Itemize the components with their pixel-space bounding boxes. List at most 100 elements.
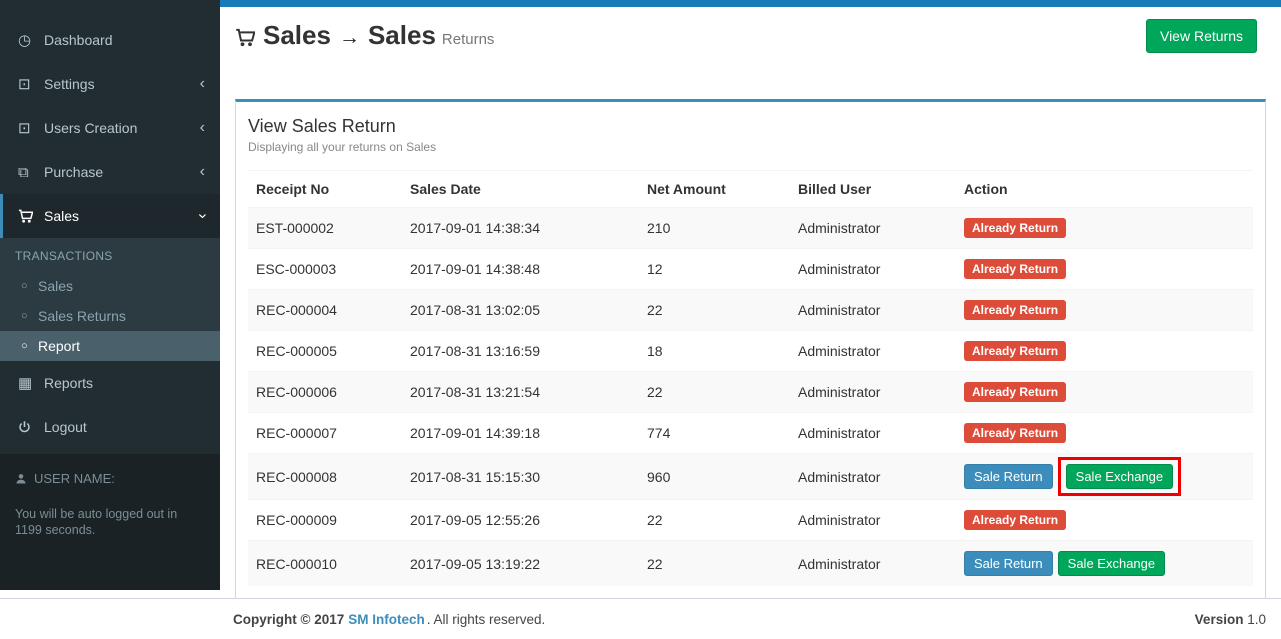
breadcrumb-sales: Sales bbox=[263, 20, 331, 50]
sales-date-cell: 2017-08-31 13:21:54 bbox=[402, 371, 639, 413]
table-row: REC-000004 2017-08-31 13:02:05 22 Administr… bbox=[248, 289, 1253, 331]
sales-date-cell: 2017-08-31 13:16:59 bbox=[402, 330, 639, 372]
sidebar-item-label: Logout bbox=[44, 419, 87, 435]
chevron-left-icon: ‹ bbox=[199, 75, 205, 92]
user-icon bbox=[15, 473, 27, 485]
already-return-badge: Already Return bbox=[964, 259, 1067, 279]
receipt-no-cell: REC-000010 bbox=[248, 540, 402, 586]
sidebar-item-label: Purchase bbox=[44, 164, 104, 180]
net-amount-cell: 22 bbox=[639, 499, 790, 541]
sidebar-item-label: Sales bbox=[44, 208, 80, 224]
billed-user-cell: Administrator bbox=[790, 289, 956, 331]
user-name-label: USER NAME: bbox=[34, 471, 115, 486]
net-amount-cell: 12 bbox=[639, 248, 790, 290]
receipt-no-cell: REC-000006 bbox=[248, 371, 402, 413]
user-info-block: USER NAME: You will be auto logged out i… bbox=[0, 454, 220, 590]
net-amount-cell: 960 bbox=[639, 453, 790, 500]
table-row: REC-000008 2017-08-31 15:15:30 960 Administ… bbox=[248, 453, 1253, 500]
version-number: 1.0 bbox=[1247, 611, 1266, 627]
sales-date-cell: 2017-09-05 12:55:26 bbox=[402, 499, 639, 541]
action-cell: Already Return bbox=[956, 499, 1253, 541]
net-amount-cell: 18 bbox=[639, 330, 790, 372]
auto-logout-notice: You will be auto logged out in 1199 seco… bbox=[15, 507, 178, 537]
already-return-badge: Already Return bbox=[964, 423, 1067, 443]
receipt-no-cell: REC-000007 bbox=[248, 412, 402, 454]
cart-icon bbox=[18, 209, 44, 224]
billed-user-cell: Administrator bbox=[790, 248, 956, 290]
copy-icon: ⧉ bbox=[18, 163, 29, 181]
already-return-badge: Already Return bbox=[964, 300, 1067, 320]
already-return-badge: Already Return bbox=[964, 341, 1067, 361]
sales-date-cell: 2017-09-01 14:38:34 bbox=[402, 207, 639, 249]
page-title: Sales → Sales Returns bbox=[235, 20, 1266, 51]
sidebar-subitem-sales[interactable]: ○ Sales bbox=[0, 271, 220, 301]
column-header-billed-user: Billed User bbox=[790, 170, 956, 208]
chevron-down-icon: ‹ bbox=[193, 213, 211, 219]
sale-return-button[interactable]: Sale Return bbox=[964, 551, 1053, 576]
content-header: Sales → Sales Returns View Returns bbox=[220, 7, 1281, 53]
sales-date-cell: 2017-08-31 15:15:30 bbox=[402, 453, 639, 500]
action-cell: Sale Return Sale Exchange bbox=[956, 540, 1253, 586]
sale-exchange-button[interactable]: Sale Exchange bbox=[1065, 464, 1174, 489]
version-text: Version 1.0 bbox=[1195, 612, 1266, 627]
sales-table-body: EST-000002 2017-09-01 14:38:34 210 Administ… bbox=[248, 207, 1253, 586]
action-cell: Already Return bbox=[956, 371, 1253, 413]
chevron-left-icon: ‹ bbox=[199, 163, 205, 180]
footer: Copyright © 2017 SM Infotech . All right… bbox=[0, 598, 1281, 639]
main-content: Sales → Sales Returns View Returns View … bbox=[220, 0, 1281, 607]
net-amount-cell: 774 bbox=[639, 412, 790, 454]
receipt-no-cell: REC-000009 bbox=[248, 499, 402, 541]
action-cell: Already Return bbox=[956, 289, 1253, 331]
action-cell: Already Return bbox=[956, 330, 1253, 372]
sidebar-item-purchase[interactable]: ⧉ Purchase ‹ bbox=[0, 150, 220, 194]
action-cell: Already Return bbox=[956, 412, 1253, 454]
already-return-badge: Already Return bbox=[964, 510, 1067, 530]
sales-date-cell: 2017-09-01 14:38:48 bbox=[402, 248, 639, 290]
table-row: REC-000005 2017-08-31 13:16:59 18 Administr… bbox=[248, 330, 1253, 372]
sidebar-item-dashboard[interactable]: ◷ Dashboard bbox=[0, 18, 220, 62]
table-row: ESC-000003 2017-09-01 14:38:48 12 Administr… bbox=[248, 248, 1253, 290]
sale-return-button[interactable]: Sale Return bbox=[964, 464, 1053, 489]
breadcrumb-returns: Returns bbox=[441, 31, 495, 48]
net-amount-cell: 22 bbox=[639, 289, 790, 331]
cart-icon bbox=[235, 28, 255, 48]
panel-title: View Sales Return bbox=[248, 116, 396, 136]
sidebar-subitem-report[interactable]: ○ Report bbox=[0, 331, 220, 361]
receipt-no-cell: REC-000005 bbox=[248, 330, 402, 372]
sidebar: ◷ Dashboard ⊡ Settings ‹ ⊡ Users Creatio… bbox=[0, 0, 220, 590]
already-return-badge: Already Return bbox=[964, 382, 1067, 402]
sidebar-subitem-sales-returns[interactable]: ○ Sales Returns bbox=[0, 301, 220, 331]
sidebar-item-sales[interactable]: Sales ‹ bbox=[0, 194, 220, 238]
company-link[interactable]: SM Infotech bbox=[348, 611, 425, 627]
chevron-left-icon: ‹ bbox=[199, 119, 205, 136]
sidebar-subitem-label: Sales bbox=[38, 278, 74, 294]
sales-returns-table: Receipt No Sales Date Net Amount Billed … bbox=[248, 170, 1253, 586]
highlight-box: Sale Exchange bbox=[1057, 457, 1182, 496]
billed-user-cell: Administrator bbox=[790, 371, 956, 413]
billed-user-cell: Administrator bbox=[790, 207, 956, 249]
receipt-no-cell: EST-000002 bbox=[248, 207, 402, 249]
dashboard-icon: ◷ bbox=[18, 32, 32, 49]
top-accent-bar bbox=[220, 0, 1281, 7]
sidebar-item-settings[interactable]: ⊡ Settings ‹ bbox=[0, 62, 220, 106]
sidebar-item-reports[interactable]: ▦ Reports bbox=[0, 361, 220, 405]
net-amount-cell: 22 bbox=[639, 371, 790, 413]
panel-subtitle: Displaying all your returns on Sales bbox=[248, 140, 437, 154]
column-header-net-amount: Net Amount bbox=[639, 170, 790, 208]
receipt-no-cell: ESC-000003 bbox=[248, 248, 402, 290]
display-icon: ⊡ bbox=[18, 76, 31, 93]
sidebar-item-logout[interactable]: Logout bbox=[0, 405, 220, 449]
copyright-text: Copyright © 2017 bbox=[233, 611, 345, 627]
sales-date-cell: 2017-09-05 13:19:22 bbox=[402, 540, 639, 586]
sale-exchange-button[interactable]: Sale Exchange bbox=[1057, 551, 1166, 576]
table-row: REC-000010 2017-09-05 13:19:22 22 Administr… bbox=[248, 540, 1253, 586]
billed-user-cell: Administrator bbox=[790, 453, 956, 500]
sales-return-panel: View Sales Return Displaying all your re… bbox=[235, 99, 1266, 607]
sidebar-item-label: Settings bbox=[44, 76, 95, 92]
version-label: Version bbox=[1194, 611, 1244, 627]
sidebar-item-users-creation[interactable]: ⊡ Users Creation ‹ bbox=[0, 106, 220, 150]
view-returns-button[interactable]: View Returns bbox=[1145, 19, 1257, 53]
already-return-badge: Already Return bbox=[964, 218, 1067, 238]
arrow-icon: → bbox=[338, 26, 360, 49]
power-icon bbox=[18, 420, 44, 434]
